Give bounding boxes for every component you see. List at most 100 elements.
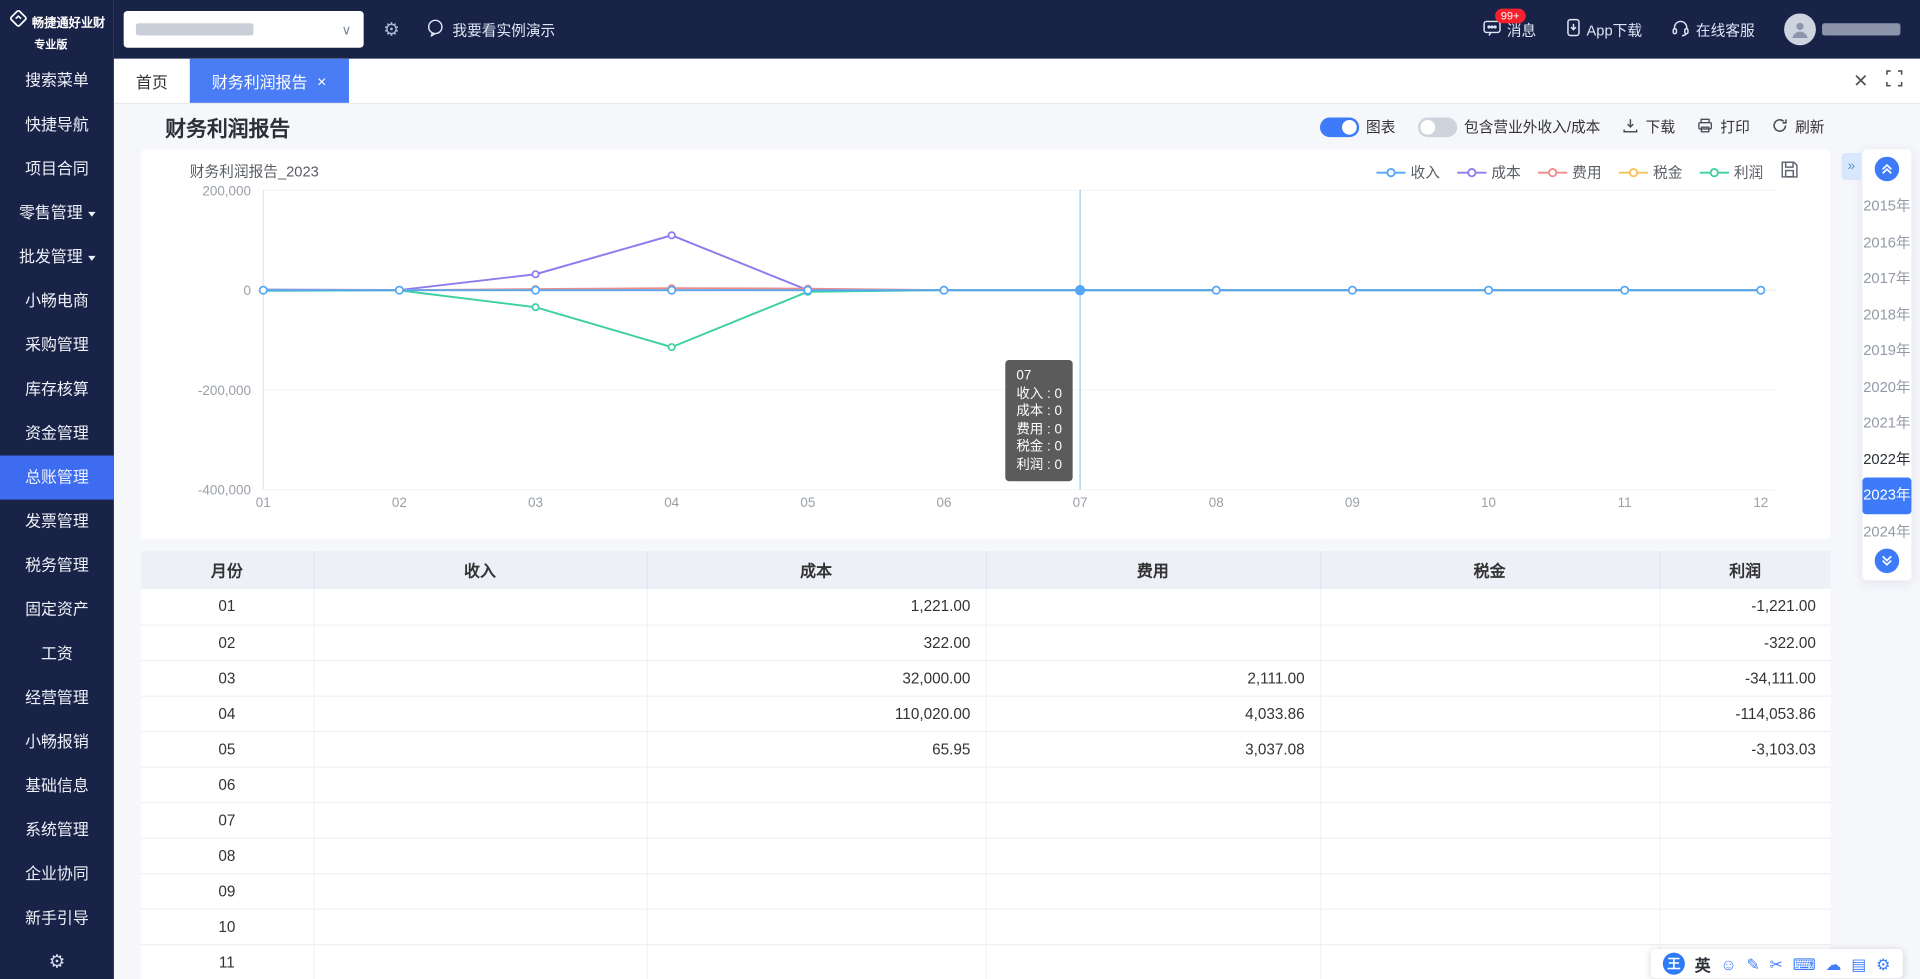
sidebar: 畅捷通好业财 专业版 搜索菜单 快捷导航 项目合同 零售管理 批发管理 小畅电商 采购管理库… [0,0,114,979]
emoji-icon[interactable]: ☺ [1720,954,1737,973]
save-image-icon[interactable] [1780,160,1798,184]
table-cell [1659,766,1831,803]
legend-item-1[interactable]: 收入 [1376,162,1440,183]
table-row[interactable]: 03 32,000.00 2,111.00 -34,111.00 [140,659,1831,697]
sidebar-item-5[interactable]: 批发管理 [0,235,114,279]
sidebar-item-15[interactable]: 经营管理 [25,688,89,707]
legend-item-3[interactable]: 费用 [1537,162,1602,183]
svg-text:200,000: 200,000 [202,183,251,198]
tab-2[interactable]: 财务利润报告 × [189,58,349,103]
sidebar-item-17[interactable]: 基础信息 [25,776,89,795]
keyboard-icon[interactable]: ⌨ [1792,954,1816,973]
svg-text:0: 0 [244,283,251,298]
table-row[interactable]: 07 [140,802,1831,839]
sidebar-item-2[interactable]: 快捷导航 [25,115,89,134]
svg-text:02: 02 [392,495,407,510]
printer-icon [1697,117,1713,137]
table-container[interactable]: 月份 收入 成本 费用 税金 利润 01 1,221.00 -1,221.00 02 322.00 -… [140,551,1831,979]
download-button[interactable]: 下载 [1622,116,1675,137]
year-item-2023[interactable]: 2023年 [1862,477,1912,514]
sidebar-item-9[interactable]: 资金管理 [25,423,89,443]
sidebar-item-13[interactable]: 固定资产 [25,599,89,619]
refresh-icon [1772,117,1788,137]
sidebar-item-4[interactable]: 零售管理 [0,191,114,235]
table-row[interactable]: 10 [140,908,1831,945]
legend-item-5[interactable]: 利润 [1699,162,1763,183]
table-cell [985,588,1321,626]
sidebar-item-1[interactable]: 搜索菜单 [25,71,89,90]
cloud-icon[interactable]: ☁ [1825,954,1842,973]
year-item-2016[interactable]: 2016年 [1863,233,1911,251]
table-cell: 01 [140,588,315,626]
sidebar-item-3[interactable]: 项目合同 [25,159,89,178]
sidebar-item-8[interactable]: 库存核算 [25,379,89,398]
gear-icon[interactable]: ⚙ [383,19,400,41]
legend-item-4[interactable]: 税金 [1618,162,1682,183]
year-item-2019[interactable]: 2019年 [1863,341,1911,359]
tooltip-row: 费用 : 0 [1016,421,1062,437]
close-icon[interactable]: ✕ [1853,71,1869,92]
table-row[interactable]: 01 1,221.00 -1,221.00 [140,588,1831,626]
table-cell [1319,908,1660,945]
legend-item-2[interactable]: 成本 [1457,162,1521,183]
demo-link[interactable]: 我要看实例演示 [427,18,555,40]
header-controls: 图表 包含营业外收入/成本 下载 打印 [1319,116,1824,137]
sidebar-item-20[interactable]: 新手引导 [25,908,89,927]
sidebar-item-14[interactable]: 工资 [41,644,73,663]
sidebar-item-19[interactable]: 企业协同 [25,864,89,883]
table-row[interactable]: 04 110,020.00 4,033.86 -114,053.86 [140,695,1831,732]
chart-toggle[interactable]: 图表 [1319,116,1395,137]
sidebar-item-6[interactable]: 小畅电商 [25,291,89,310]
table-row[interactable]: 06 [140,766,1831,803]
table-cell [1319,731,1660,768]
messages-button[interactable]: 99+ 消息 [1482,7,1536,40]
table-row[interactable]: 11 [140,944,1831,979]
year-item-2020[interactable]: 2020年 [1863,377,1911,395]
table-row[interactable]: 02 322.00 -322.00 [140,624,1831,661]
print-button[interactable]: 打印 [1697,116,1750,137]
pencil-icon[interactable]: ✎ [1746,954,1760,973]
table-row[interactable]: 09 [140,873,1831,910]
fullscreen-icon[interactable] [1886,69,1903,92]
avatar[interactable] [1784,13,1816,46]
sidebar-item-12[interactable]: 税务管理 [25,555,89,575]
year-item-2024[interactable]: 2024年 [1863,522,1911,540]
chevron-down-icon: ∨ [341,22,352,38]
table-cell: 05 [140,731,315,768]
scissors-icon[interactable]: ✂ [1769,954,1783,973]
ime-gear-icon[interactable]: ⚙ [1876,954,1891,973]
table-cell [313,837,648,874]
scroll-up-icon[interactable] [1874,156,1900,182]
sidebar-item-16[interactable]: 小畅报销 [25,732,89,751]
year-item-2022[interactable]: 2022年 [1863,449,1911,468]
refresh-button[interactable]: 刷新 [1772,116,1824,137]
user-area[interactable] [1784,13,1901,46]
sidebar-item-18[interactable]: 系统管理 [25,820,89,839]
year-item-2021[interactable]: 2021年 [1863,413,1911,432]
nonoperating-toggle[interactable]: 包含营业外收入/成本 [1417,116,1600,137]
topbar-right: 99+ 消息 App下载 在线客服 [1482,7,1901,46]
table-row[interactable]: 08 [140,837,1831,874]
table-row[interactable]: 05 65.95 3,037.08 -3,103.03 [140,731,1831,768]
toggle-switch[interactable] [1319,116,1359,137]
year-item-2017[interactable]: 2017年 [1863,269,1911,287]
support-button[interactable]: 在线客服 [1671,19,1755,40]
ime-language[interactable]: 英 [1694,955,1711,975]
tab-close-icon[interactable]: × [317,71,327,90]
sidebar-item-7[interactable]: 采购管理 [25,335,89,354]
collapse-panel-icon[interactable]: » [1841,153,1862,180]
sidebar-item-10[interactable]: 总账管理 [0,455,114,500]
app-download-button[interactable]: App下载 [1566,18,1642,40]
table-cell: 1,221.00 [646,588,987,626]
sidebar-item-11[interactable]: 发票管理 [25,511,89,531]
year-item-2018[interactable]: 2018年 [1863,305,1911,323]
settings-gear-icon[interactable]: ⚙ [48,951,66,973]
toggle-switch[interactable] [1417,116,1457,137]
ime-logo[interactable]: 王 [1662,952,1685,975]
workspace-select[interactable]: ∨ [123,11,364,48]
clipboard-icon[interactable]: ▤ [1851,954,1867,973]
tab-1[interactable]: 首页 [114,59,190,103]
scroll-down-icon[interactable] [1874,548,1900,574]
year-item-2015[interactable]: 2015年 [1863,197,1911,215]
profit-chart-svg[interactable]: 200,000 0 -200,000 -400,000 01 02 03 04 05 06 07 08… [141,181,1831,539]
